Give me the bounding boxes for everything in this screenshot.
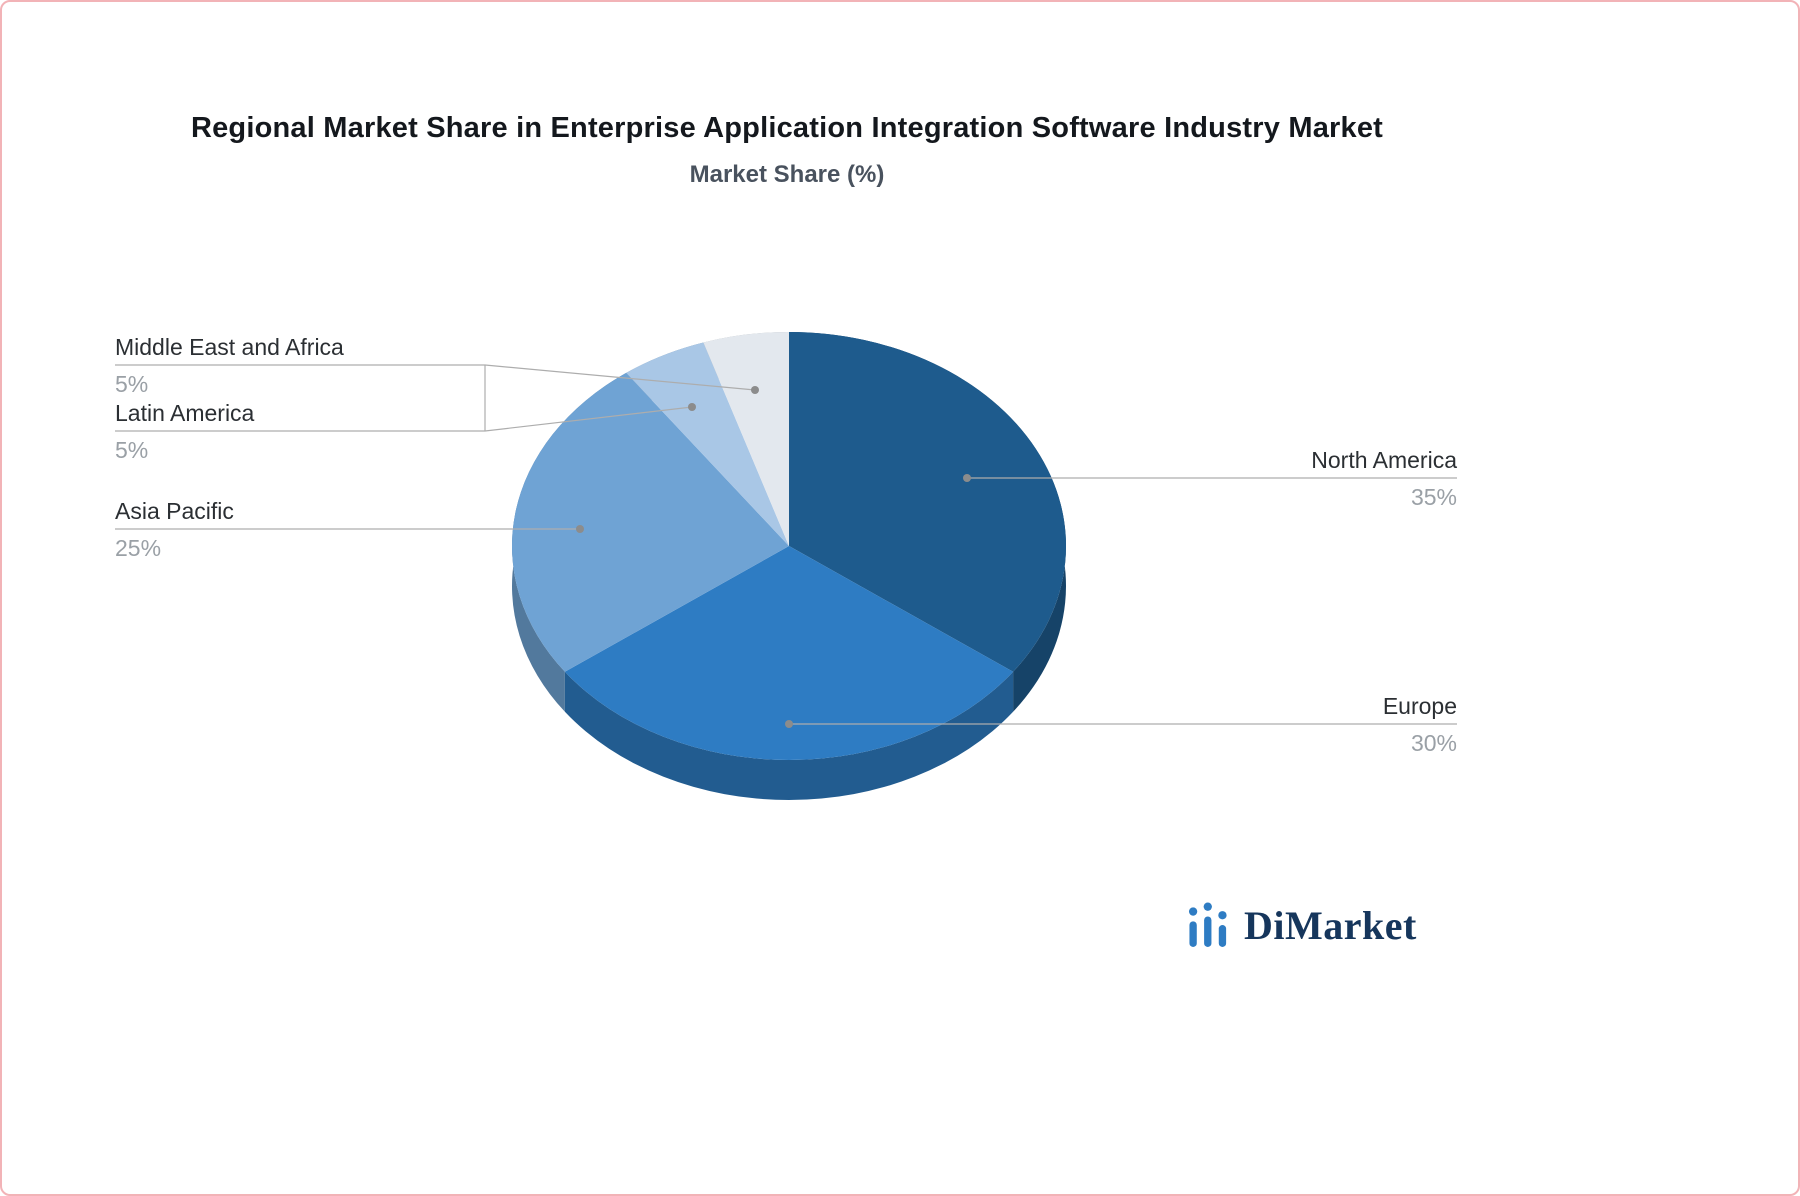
leader-line [115,406,693,432]
brand-name: DiMarket [1244,902,1417,948]
slice-label: Latin America [115,400,255,426]
brand-logo: DiMarket [1187,900,1417,950]
pie-slice [703,332,789,546]
chart-title: Regional Market Share in Enterprise Appl… [190,112,1384,144]
dimarket-logo-icon [1188,902,1227,947]
pie-slice [626,342,789,546]
pie-slice [564,546,1014,760]
pie-slice [789,332,1066,672]
leader-line [115,364,756,391]
slice-value: 5% [115,371,148,397]
slice-label: North America [1311,447,1457,473]
leader-dot [751,386,759,394]
slice-value: 5% [115,437,148,463]
slice-value: 30% [1411,730,1457,756]
leader-dot [576,525,584,533]
leader-dot [785,720,793,728]
pie-slice [511,372,789,672]
chart-subtitle: Market Share (%) [689,161,885,188]
slice-value: 35% [1411,484,1457,510]
slice-label: Europe [1383,693,1457,719]
leader-dot [688,403,696,411]
slice-label: Middle East and Africa [115,334,344,360]
title-block: Regional Market Share in Enterprise Appl… [2,112,1572,189]
slice-label: Asia Pacific [115,498,234,524]
pie-slice-side [564,671,1014,800]
slice-value: 25% [115,535,161,561]
leader-dot [963,474,971,482]
